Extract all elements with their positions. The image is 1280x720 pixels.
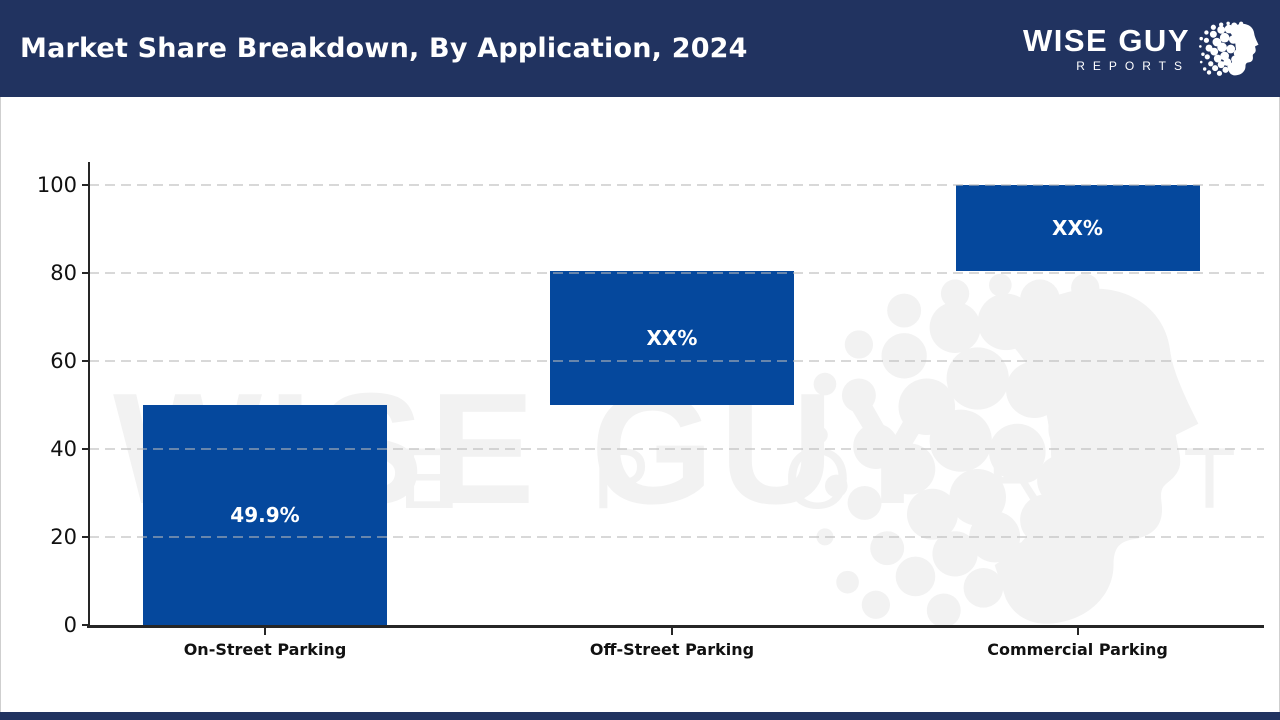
page-title: Market Share Breakdown, By Application, … bbox=[20, 33, 748, 64]
y-tick-label: 0 bbox=[63, 613, 77, 637]
y-axis bbox=[88, 162, 90, 627]
y-tick-60 bbox=[82, 360, 89, 362]
y-tick-40 bbox=[82, 448, 89, 450]
brand-logo-text: WISE GUY REPORTS bbox=[1023, 25, 1190, 72]
y-tick-label: 80 bbox=[50, 261, 77, 285]
brand-subtitle: REPORTS bbox=[1076, 59, 1190, 73]
category-label: Off-Street Parking bbox=[589, 640, 755, 659]
chart-area: WISE GUY R E P O R T S 02040608010049.9%… bbox=[0, 97, 1280, 712]
header: Market Share Breakdown, By Application, … bbox=[0, 0, 1280, 97]
y-tick-80 bbox=[82, 272, 89, 274]
y-tick-100 bbox=[82, 184, 89, 186]
category-label: On-Street Parking bbox=[183, 640, 347, 659]
y-tick-label: 100 bbox=[36, 173, 77, 197]
x-tick-0 bbox=[264, 628, 266, 635]
brand-name: WISE GUY bbox=[1022, 23, 1190, 58]
y-tick-label: 20 bbox=[50, 525, 77, 549]
footer-bar bbox=[0, 712, 1280, 720]
y-tick-20 bbox=[82, 536, 89, 538]
brand-head-icon bbox=[1196, 14, 1262, 84]
watermark-head-icon bbox=[791, 217, 1221, 687]
y-tick-label: 40 bbox=[50, 437, 77, 461]
brand-logo: WISE GUY REPORTS bbox=[1023, 14, 1262, 84]
bar-value-label: XX% bbox=[646, 326, 698, 351]
gridline-100 bbox=[89, 184, 1264, 186]
y-tick-label: 60 bbox=[50, 349, 77, 373]
y-tick-0 bbox=[82, 624, 89, 626]
x-tick-1 bbox=[671, 628, 673, 635]
